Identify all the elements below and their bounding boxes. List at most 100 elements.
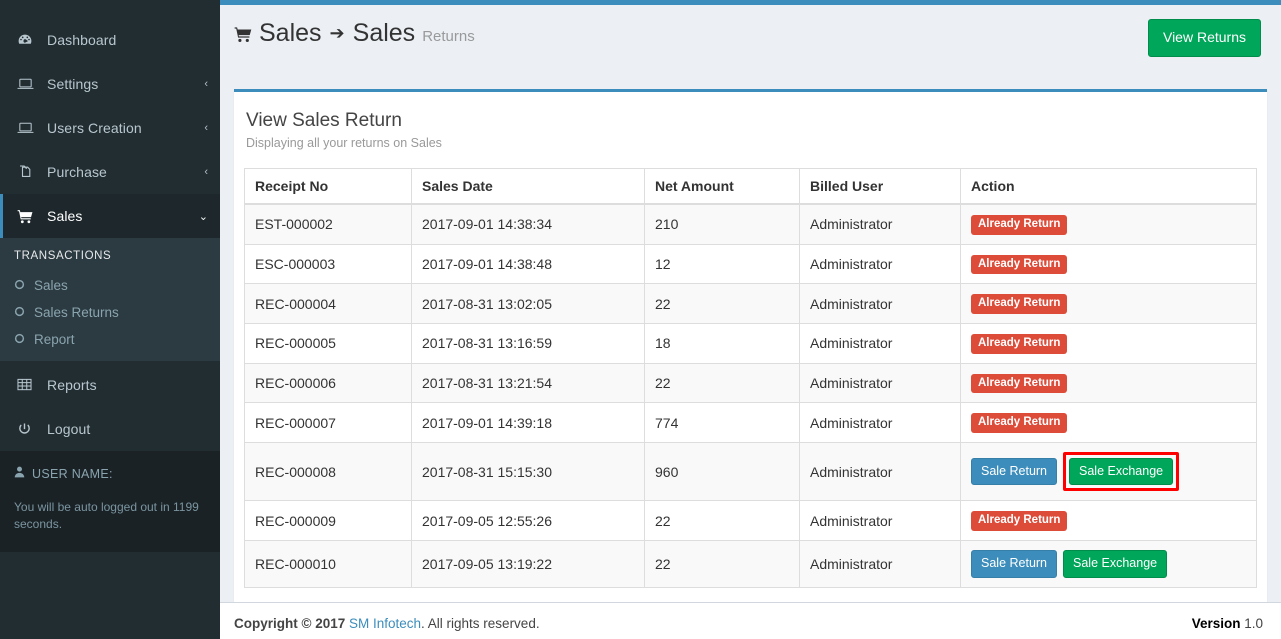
action-group: Already Return xyxy=(971,373,1068,394)
cell-billed-user: Administrator xyxy=(799,500,961,542)
sidebar-item-dashboard[interactable]: Dashboard xyxy=(0,18,220,62)
table-row: REC-000007 2017-09-01 14:39:18 774 Administ… xyxy=(244,402,1257,443)
panel-header: View Sales Return Displaying all your re… xyxy=(244,102,1257,154)
cell-sales-date: 2017-09-05 13:19:22 xyxy=(411,540,645,588)
sidebar-subitem-label: Report xyxy=(34,332,75,347)
company-link[interactable]: SM Infotech xyxy=(348,615,422,631)
cell-receipt-no: REC-000008 xyxy=(244,442,412,502)
version-label: Version xyxy=(1191,615,1245,631)
table-row: EST-000002 2017-09-01 14:38:34 210 Administ… xyxy=(244,204,1257,245)
cell-action: Already Return xyxy=(960,323,1257,364)
sale-exchange-button[interactable]: Sale Exchange xyxy=(1063,550,1168,578)
chevron-left-icon: ‹ xyxy=(204,166,208,178)
table-row: REC-000005 2017-08-31 13:16:59 18 Administr… xyxy=(244,323,1257,364)
cell-sales-date: 2017-09-05 12:55:26 xyxy=(411,500,645,542)
already-return-badge: Already Return xyxy=(971,215,1068,235)
cell-receipt-no: REC-000007 xyxy=(244,402,412,443)
sidebar-item-label: Sales xyxy=(47,208,83,224)
copyright-text: Copyright © 2017 SM Infotech. All rights… xyxy=(234,616,540,631)
cell-action: Sale Return Sale Exchange xyxy=(960,540,1257,588)
laptop-icon xyxy=(17,121,39,135)
circle-o-icon xyxy=(14,333,30,347)
table-row: REC-000009 2017-09-05 12:55:26 22 Administr… xyxy=(244,500,1257,542)
column-header-net-amount: Net Amount xyxy=(644,168,800,205)
cell-action: Already Return xyxy=(960,402,1257,443)
column-header-receipt-no: Receipt No xyxy=(244,168,412,205)
cell-action: Already Return xyxy=(960,244,1257,285)
user-name-label: USER NAME: xyxy=(32,466,113,481)
power-off-icon xyxy=(17,422,39,437)
action-group: Already Return xyxy=(971,413,1068,433)
chevron-down-icon: ⌄ xyxy=(198,210,208,223)
cart-icon xyxy=(234,21,253,50)
action-group: Already Return xyxy=(971,215,1068,235)
sale-return-button[interactable]: Sale Return xyxy=(971,550,1058,578)
table-row: REC-000008 2017-08-31 15:15:30 960 Administ… xyxy=(244,442,1257,502)
cell-net-amount: 210 xyxy=(644,204,800,245)
page-title: Sales ➔ Sales Returns xyxy=(234,19,475,48)
version-value: 1.0 xyxy=(1244,615,1263,631)
sales-returns-table: Receipt No Sales Date Net Amount Billed … xyxy=(244,168,1257,588)
cell-receipt-no: REC-000004 xyxy=(244,283,412,324)
files-icon xyxy=(17,164,39,180)
view-returns-button[interactable]: View Returns xyxy=(1147,19,1261,57)
sidebar-item-label: Dashboard xyxy=(47,32,117,48)
sidebar-subitem-sales-returns[interactable]: Sales Returns xyxy=(0,299,220,326)
cell-net-amount: 22 xyxy=(644,500,800,542)
cell-net-amount: 960 xyxy=(644,442,800,502)
cell-billed-user: Administrator xyxy=(799,204,961,245)
table-row: REC-000004 2017-08-31 13:02:05 22 Administr… xyxy=(244,283,1257,324)
page-subtitle: Returns xyxy=(422,28,475,45)
sidebar-item-label: Purchase xyxy=(47,164,107,180)
sidebar-submenu-sales: TRANSACTIONS Sales Sales Returns Report xyxy=(0,238,220,361)
content-body: View Sales Return Displaying all your re… xyxy=(220,89,1281,602)
cell-billed-user: Administrator xyxy=(799,283,961,324)
user-name-row: USER NAME: xyxy=(14,466,206,481)
cell-billed-user: Administrator xyxy=(799,323,961,364)
panel-title: View Sales Return xyxy=(246,110,402,131)
cell-net-amount: 22 xyxy=(644,363,800,404)
table-header-row: Receipt No Sales Date Net Amount Billed … xyxy=(244,168,1257,205)
cell-billed-user: Administrator xyxy=(799,442,961,502)
sidebar-item-purchase[interactable]: Purchase ‹ xyxy=(0,150,220,194)
copyright-prefix: Copyright © 2017 xyxy=(234,615,349,631)
chevron-left-icon: ‹ xyxy=(204,122,208,134)
cell-receipt-no: REC-000006 xyxy=(244,363,412,404)
cell-receipt-no: REC-000005 xyxy=(244,323,412,364)
cell-net-amount: 12 xyxy=(644,244,800,285)
version-text: Version 1.0 xyxy=(1192,616,1263,631)
sidebar-item-logout[interactable]: Logout xyxy=(0,407,220,451)
sidebar-subitem-sales[interactable]: Sales xyxy=(0,272,220,299)
sidebar-user-box: USER NAME: You will be auto logged out i… xyxy=(0,451,220,552)
action-group: Sale Return Sale Exchange xyxy=(971,451,1180,492)
cell-net-amount: 22 xyxy=(644,283,800,324)
cell-action: Already Return xyxy=(960,363,1257,404)
table-icon xyxy=(17,378,39,392)
sidebar-item-reports[interactable]: Reports xyxy=(0,363,220,407)
sidebar: Dashboard Settings ‹ Users Creation ‹ Pu… xyxy=(0,0,220,639)
sidebar-item-sales[interactable]: Sales ⌄ xyxy=(0,194,220,238)
cell-sales-date: 2017-08-31 13:02:05 xyxy=(411,283,645,324)
breadcrumb-primary: Sales xyxy=(259,19,322,47)
sidebar-subitem-report[interactable]: Report xyxy=(0,326,220,353)
cell-receipt-no: REC-000010 xyxy=(244,540,412,588)
user-icon xyxy=(14,466,25,481)
table-body: EST-000002 2017-09-01 14:38:34 210 Administ… xyxy=(244,204,1257,588)
sidebar-item-users-creation[interactable]: Users Creation ‹ xyxy=(0,106,220,150)
sale-return-button[interactable]: Sale Return xyxy=(971,457,1058,486)
sidebar-item-settings[interactable]: Settings ‹ xyxy=(0,62,220,106)
sale-exchange-button[interactable]: Sale Exchange xyxy=(1069,457,1174,486)
already-return-badge: Already Return xyxy=(971,373,1068,394)
sidebar-item-label: Logout xyxy=(47,421,91,437)
already-return-badge: Already Return xyxy=(971,333,1068,354)
column-header-sales-date: Sales Date xyxy=(411,168,645,205)
cell-sales-date: 2017-09-01 14:38:34 xyxy=(411,204,645,245)
cell-receipt-no: ESC-000003 xyxy=(244,244,412,285)
main-area: Sales ➔ Sales Returns View Returns View … xyxy=(220,0,1281,639)
chevron-left-icon: ‹ xyxy=(204,78,208,90)
top-accent-bar xyxy=(220,0,1281,5)
cell-action: Already Return xyxy=(960,500,1257,542)
column-header-action: Action xyxy=(960,168,1257,205)
cell-billed-user: Administrator xyxy=(799,244,961,285)
